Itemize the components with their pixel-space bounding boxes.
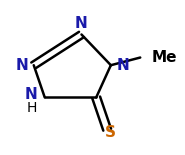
Text: S: S	[105, 126, 116, 140]
Text: N: N	[16, 58, 28, 73]
Text: H: H	[27, 101, 37, 115]
Text: Me: Me	[151, 50, 177, 65]
Text: N: N	[25, 87, 37, 102]
Text: N: N	[75, 16, 88, 31]
Text: N: N	[116, 58, 129, 73]
